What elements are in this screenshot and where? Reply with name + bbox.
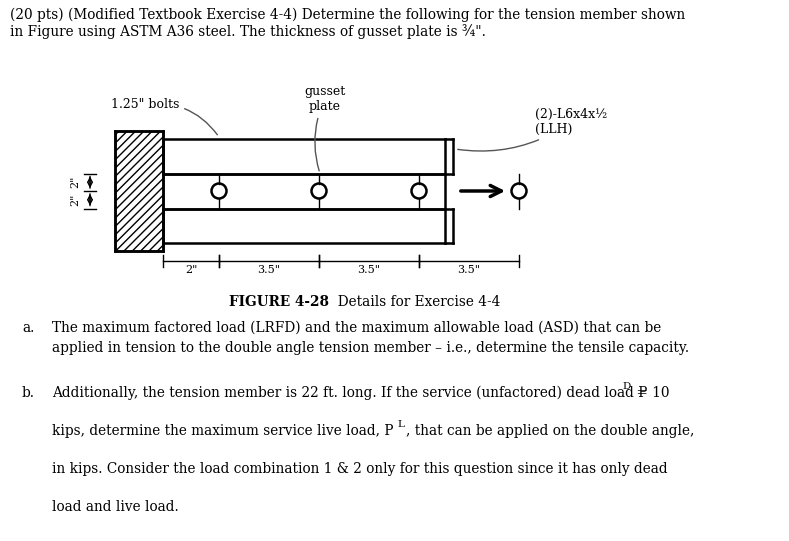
Text: in Figure using ASTM A36 steel. The thickness of gusset plate is ¾".: in Figure using ASTM A36 steel. The thic…: [10, 24, 486, 39]
Text: load and live load.: load and live load.: [52, 500, 179, 514]
Text: 2": 2": [70, 176, 80, 188]
Text: 2": 2": [70, 194, 80, 206]
Text: in kips. Consider the load combination 1 & 2 only for this question since it has: in kips. Consider the load combination 1…: [52, 462, 667, 476]
Text: 2": 2": [185, 265, 197, 275]
Text: FIGURE 4-28: FIGURE 4-28: [229, 295, 329, 309]
Text: gusset
plate: gusset plate: [305, 85, 346, 171]
Text: kips, determine the maximum service live load, P: kips, determine the maximum service live…: [52, 424, 394, 438]
Text: 3.5": 3.5": [458, 265, 481, 275]
Text: = 10: = 10: [632, 386, 670, 400]
Text: 3.5": 3.5": [257, 265, 281, 275]
Text: (2)-L6x4x½
(LLH): (2)-L6x4x½ (LLH): [458, 108, 608, 151]
Text: a.: a.: [22, 321, 35, 335]
Text: 3.5": 3.5": [357, 265, 380, 275]
Text: b.: b.: [22, 386, 35, 400]
Text: L: L: [397, 420, 404, 429]
Text: Additionally, the tension member is 22 ft. long. If the service (unfactored) dea: Additionally, the tension member is 22 f…: [52, 386, 648, 400]
Text: The maximum factored load (LRFD) and the maximum allowable load (ASD) that can b: The maximum factored load (LRFD) and the…: [52, 321, 689, 355]
Text: (20 pts) (Modified Textbook Exercise 4-4) Determine the following for the tensio: (20 pts) (Modified Textbook Exercise 4-4…: [10, 8, 686, 22]
Text: D: D: [623, 382, 630, 391]
Text: Details for Exercise 4-4: Details for Exercise 4-4: [329, 295, 500, 309]
Text: 1.25" bolts: 1.25" bolts: [110, 98, 217, 135]
Bar: [115, 131, 163, 251]
Text: , that can be applied on the double angle,: , that can be applied on the double angl…: [406, 424, 694, 438]
